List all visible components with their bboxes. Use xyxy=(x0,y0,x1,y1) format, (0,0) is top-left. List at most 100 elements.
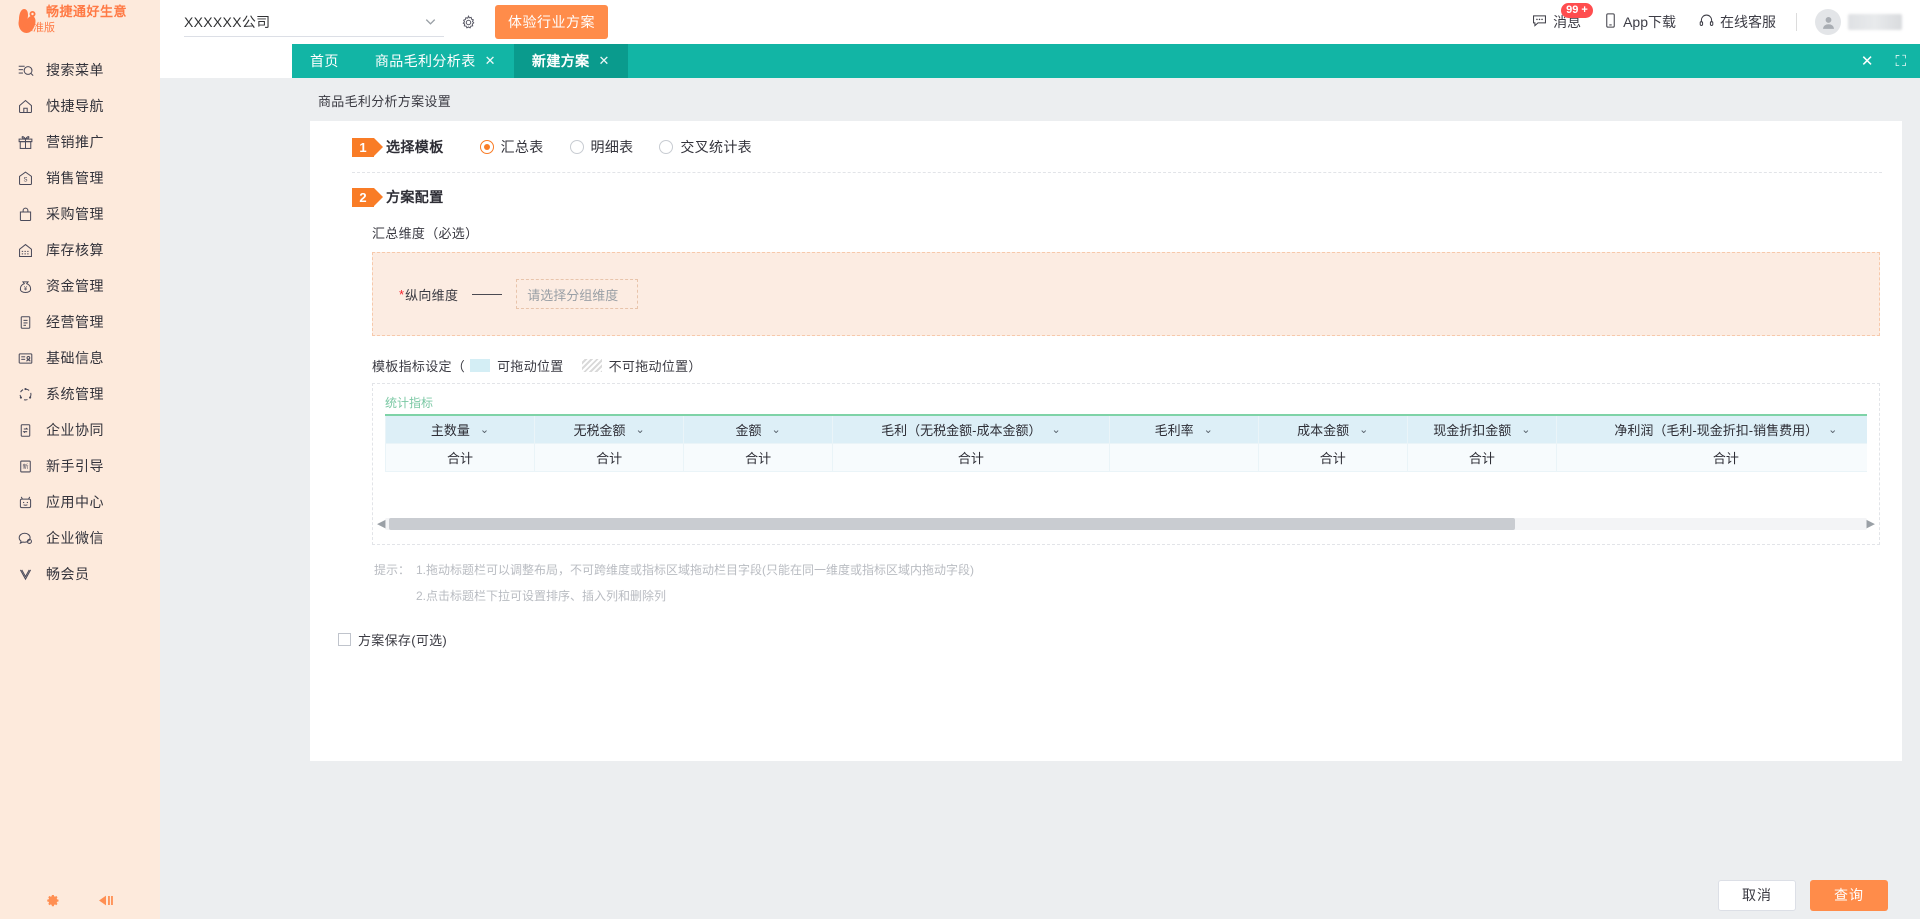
mobile-icon xyxy=(1603,12,1618,32)
horizontal-scrollbar[interactable]: ◀ ▶ xyxy=(377,518,1875,530)
save-scheme-checkbox[interactable] xyxy=(338,633,351,646)
sidebar-item-appcenter[interactable]: 应用中心 xyxy=(0,484,160,520)
dimension-section-label: 汇总维度（必选） xyxy=(372,226,479,241)
tips-line-1: 提示： 1.拖动标题栏可以调整布局，不可跨维度或指标区域拖动栏目字段(只能在同一… xyxy=(374,561,1902,578)
sidebar-item-basicinfo[interactable]: 基础信息 xyxy=(0,340,160,376)
sidebar-item-search[interactable]: 搜索菜单 xyxy=(0,52,160,88)
collapse-icon[interactable] xyxy=(97,894,115,907)
sidebar-item-label: 企业协同 xyxy=(46,422,104,438)
messages-button[interactable]: 消息 99 + xyxy=(1531,3,1593,32)
sidebar-item-funds[interactable]: ¥ 资金管理 xyxy=(0,268,160,304)
legend-prefix: 模板指标设定（ xyxy=(372,359,466,374)
table-row: 合计 合计 合计 合计 合计 合计 合计 xyxy=(385,442,1867,472)
fullscreen-icon[interactable]: ⛶ xyxy=(1895,52,1906,70)
tips-line-2: 2.点击标题栏下拉可设置排序、插入列和删除列 xyxy=(374,587,1902,604)
tab-label: 新建方案 xyxy=(531,53,590,69)
chevron-down-icon[interactable]: ⌄ xyxy=(1521,423,1531,436)
tab-gross-profit-report[interactable]: 商品毛利分析表 ✕ xyxy=(357,44,514,78)
messages-label: 消息 xyxy=(1553,14,1582,30)
save-scheme-row[interactable]: 方案保存(可选) xyxy=(338,630,1902,649)
company-name: XXXXXX公司 xyxy=(184,13,271,30)
table-cell: 合计 xyxy=(832,442,1110,472)
svg-text:S: S xyxy=(23,177,27,183)
sidebar-item-label: 企业微信 xyxy=(46,530,104,546)
tab-home[interactable]: 首页 xyxy=(292,44,357,78)
table-cell: 合计 xyxy=(683,442,834,472)
dimension-select[interactable]: 请选择分组维度 xyxy=(516,279,639,309)
sidebar-item-label: 系统管理 xyxy=(46,386,104,402)
wechat-work-icon xyxy=(14,527,36,549)
column-label: 金额 xyxy=(735,422,762,438)
sidebar-item-purchase[interactable]: 采购管理 xyxy=(0,196,160,232)
close-all-icon[interactable]: ✕ xyxy=(1860,53,1874,70)
sidebar-item-wechatwork[interactable]: 企业微信 xyxy=(0,520,160,556)
sidebar-item-label: 新手引导 xyxy=(46,458,104,474)
chevron-right-icon[interactable]: ▶ xyxy=(1866,518,1875,530)
close-icon[interactable]: ✕ xyxy=(484,53,496,68)
sidebar-item-collaboration[interactable]: 企业协同 xyxy=(0,412,160,448)
query-button[interactable]: 查询 xyxy=(1810,879,1888,911)
avatar[interactable] xyxy=(1815,9,1841,35)
radio-detail-table[interactable]: 明细表 xyxy=(569,137,634,157)
shopping-bag-icon xyxy=(14,203,36,225)
company-selector[interactable]: XXXXXX公司 xyxy=(184,7,444,37)
sidebar-item-vip[interactable]: 畅会员 xyxy=(0,556,160,592)
dimension-drop-zone[interactable]: * 纵向维度 请选择分组维度 xyxy=(372,252,1880,336)
sidebar-item-newguide[interactable]: 新 新手引导 xyxy=(0,448,160,484)
tab-new-scheme[interactable]: 新建方案 ✕ xyxy=(513,44,628,78)
step-1-badge: 1 xyxy=(352,137,383,157)
column-header[interactable]: 主数量 ⌄ xyxy=(385,414,536,444)
sidebar-item-label: 畅会员 xyxy=(46,566,90,582)
sales-tag-icon: S xyxy=(14,167,36,189)
sidebar-item-inventory[interactable]: 库存核算 xyxy=(0,232,160,268)
sidebar-item-label: 库存核算 xyxy=(46,242,104,258)
headset-icon xyxy=(1698,12,1715,32)
gift-icon xyxy=(14,131,36,153)
gear-icon[interactable] xyxy=(460,14,477,31)
sidebar-item-sales[interactable]: S 销售管理 xyxy=(0,160,160,196)
chevron-down-icon[interactable]: ⌄ xyxy=(1051,423,1061,436)
cancel-button[interactable]: 取消 xyxy=(1718,879,1796,911)
column-header[interactable]: 现金折扣金额 ⌄ xyxy=(1406,414,1557,444)
column-label: 成本金额 xyxy=(1297,422,1350,438)
id-card-icon xyxy=(14,347,36,369)
column-header[interactable]: 金额 ⌄ xyxy=(683,414,834,444)
chevron-down-icon[interactable]: ⌄ xyxy=(1203,423,1213,436)
brand-text: 畅捷通好生意 标准版 xyxy=(22,4,127,35)
experience-industry-plan-button[interactable]: 体验行业方案 xyxy=(495,5,608,39)
column-header[interactable]: 成本金额 ⌄ xyxy=(1257,414,1408,444)
close-icon[interactable]: ✕ xyxy=(598,53,610,68)
svg-text:¥: ¥ xyxy=(23,286,27,292)
radio-label: 交叉统计表 xyxy=(680,139,752,155)
chevron-left-icon[interactable]: ◀ xyxy=(377,518,386,530)
radio-dot xyxy=(479,140,494,154)
radio-label: 明细表 xyxy=(590,139,634,155)
chevron-down-icon xyxy=(423,14,438,34)
column-header[interactable]: 毛利率 ⌄ xyxy=(1108,414,1259,444)
indicator-table-zone: 统计指标 xyxy=(372,383,1880,545)
table-cell: 合计 xyxy=(1257,442,1408,472)
warehouse-icon xyxy=(14,239,36,261)
chevron-down-icon[interactable]: ⌄ xyxy=(1828,423,1838,436)
online-support-button[interactable]: 在线客服 xyxy=(1698,12,1776,32)
chevron-down-icon[interactable]: ⌄ xyxy=(771,423,781,436)
column-header[interactable]: 净利润（毛利-现金折扣-销售费用） ⌄ xyxy=(1555,414,1867,444)
column-label: 毛利率 xyxy=(1154,422,1194,438)
hand-logo-icon xyxy=(14,6,40,36)
sidebar-item-quicknav[interactable]: 快捷导航 xyxy=(0,88,160,124)
column-header[interactable]: 毛利（无税金额-成本金额） ⌄ xyxy=(832,414,1110,444)
sidebar-item-system[interactable]: 系统管理 xyxy=(0,376,160,412)
gear-icon[interactable] xyxy=(45,893,60,908)
chevron-down-icon[interactable]: ⌄ xyxy=(1359,423,1369,436)
column-header[interactable]: 无税金额 ⌄ xyxy=(534,414,685,444)
radio-cross-statistics-table[interactable]: 交叉统计表 xyxy=(659,137,752,157)
app-download-label: App下载 xyxy=(1623,14,1676,30)
sidebar-item-marketing[interactable]: 营销推广 xyxy=(0,124,160,160)
chevron-down-icon[interactable]: ⌄ xyxy=(479,423,490,436)
table-cell: 合计 xyxy=(534,442,685,472)
chevron-down-icon[interactable]: ⌄ xyxy=(635,423,645,436)
sidebar-item-operations[interactable]: 经营管理 xyxy=(0,304,160,340)
app-download-button[interactable]: App下载 xyxy=(1603,12,1676,32)
radio-summary-table[interactable]: 汇总表 xyxy=(479,137,544,157)
scrollbar-thumb[interactable] xyxy=(389,518,1516,530)
